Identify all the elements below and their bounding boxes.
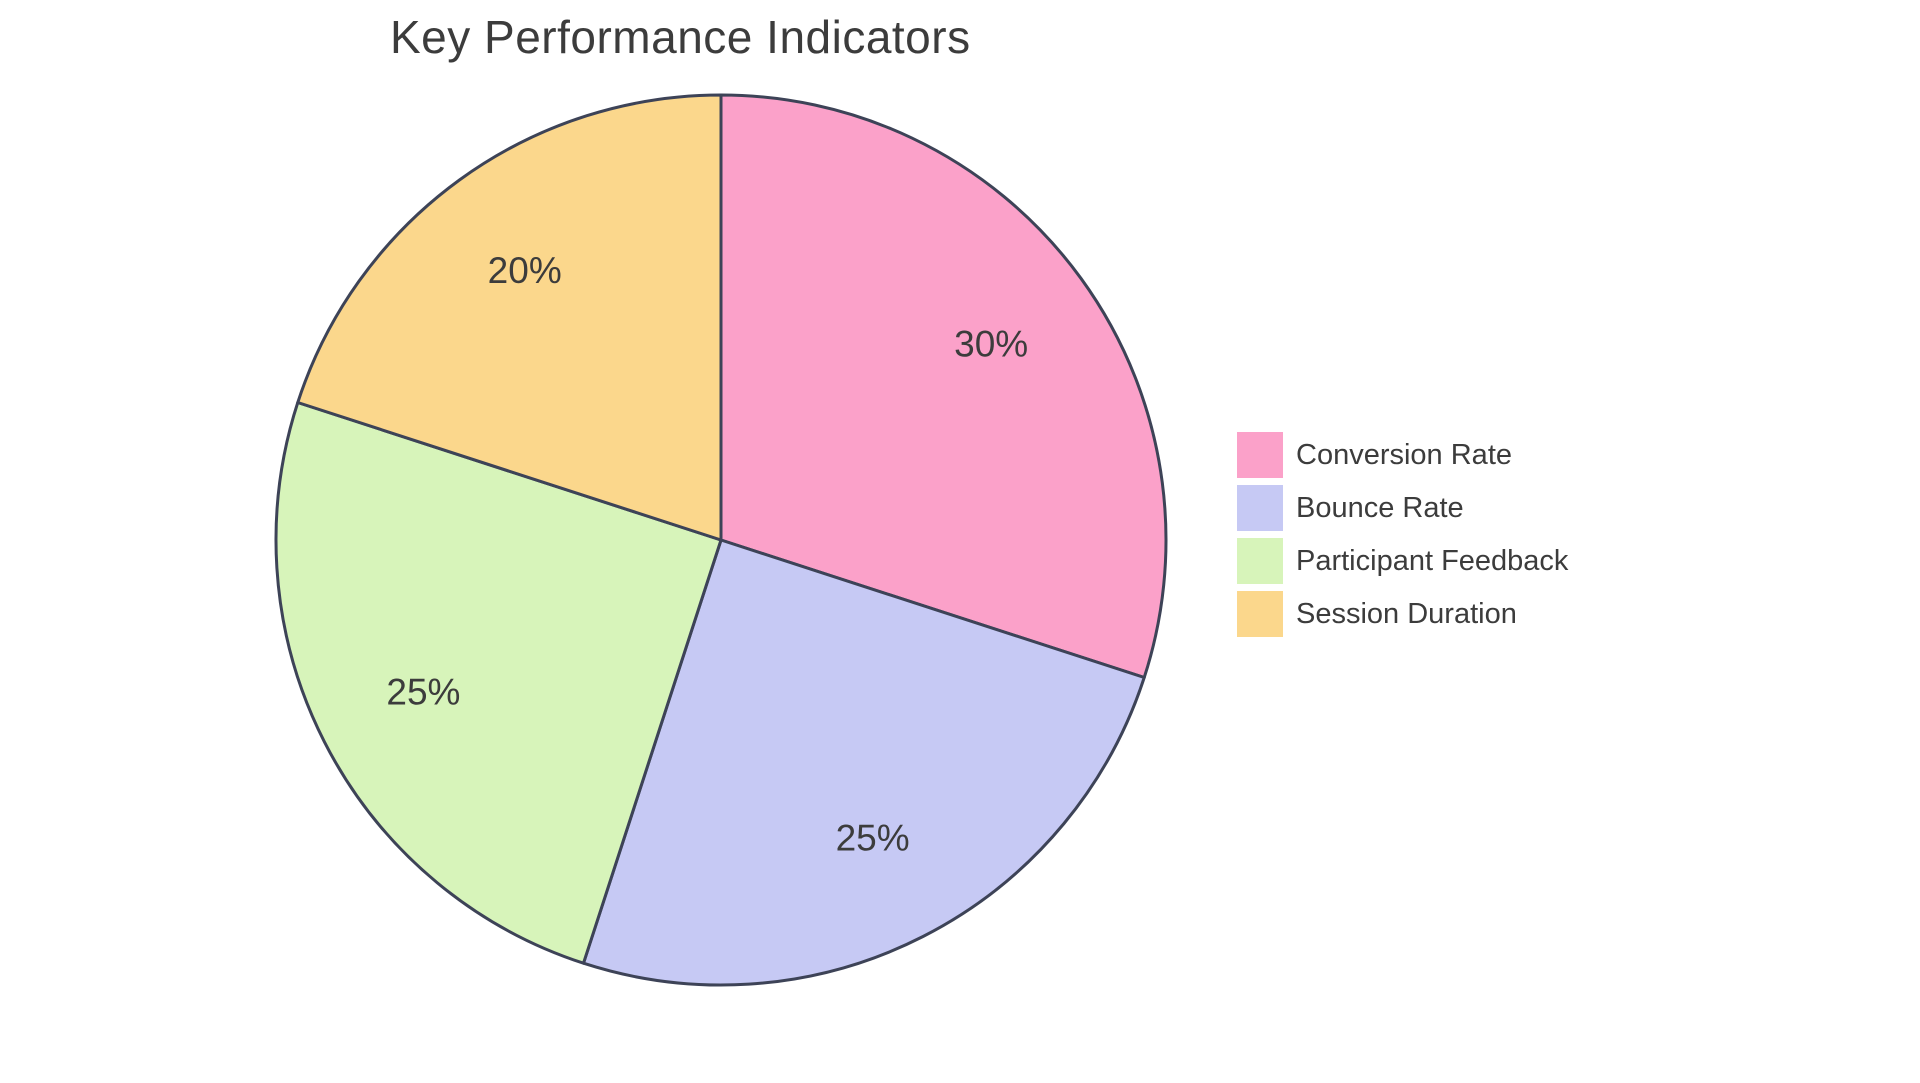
legend-item-session-duration[interactable]: Session Duration — [1237, 591, 1568, 637]
legend-item-conversion-rate[interactable]: Conversion Rate — [1237, 432, 1568, 478]
pie-slice-session-duration[interactable] — [296, 93, 723, 542]
pie-slice-percent-label: 25% — [386, 672, 460, 713]
legend-swatch-conversion-rate — [1237, 432, 1283, 478]
legend-label: Session Duration — [1296, 597, 1517, 630]
legend: Conversion Rate Bounce Rate Participant Fe… — [1237, 432, 1568, 637]
chart-title: Key Performance Indicators — [390, 11, 971, 63]
pie-chart: 30% 25% 25% 20% — [274, 93, 1168, 987]
pie-slice-participant-feedback[interactable] — [274, 400, 723, 965]
pie-slice-percent-label: 30% — [954, 324, 1028, 365]
legend-label: Conversion Rate — [1296, 438, 1512, 471]
legend-swatch-session-duration — [1237, 591, 1283, 637]
legend-item-bounce-rate[interactable]: Bounce Rate — [1237, 485, 1568, 531]
legend-label: Bounce Rate — [1296, 491, 1464, 524]
pie-slice-conversion-rate[interactable] — [719, 93, 1168, 680]
legend-swatch-bounce-rate — [1237, 485, 1283, 531]
legend-label: Participant Feedback — [1296, 544, 1569, 577]
legend-swatch-participant-feedback — [1237, 538, 1283, 584]
pie-slice-percent-label: 25% — [836, 818, 910, 859]
legend-item-participant-feedback[interactable]: Participant Feedback — [1237, 538, 1568, 584]
pie-slice-percent-label: 20% — [488, 250, 562, 291]
pie-slice-bounce-rate[interactable] — [581, 538, 1146, 987]
